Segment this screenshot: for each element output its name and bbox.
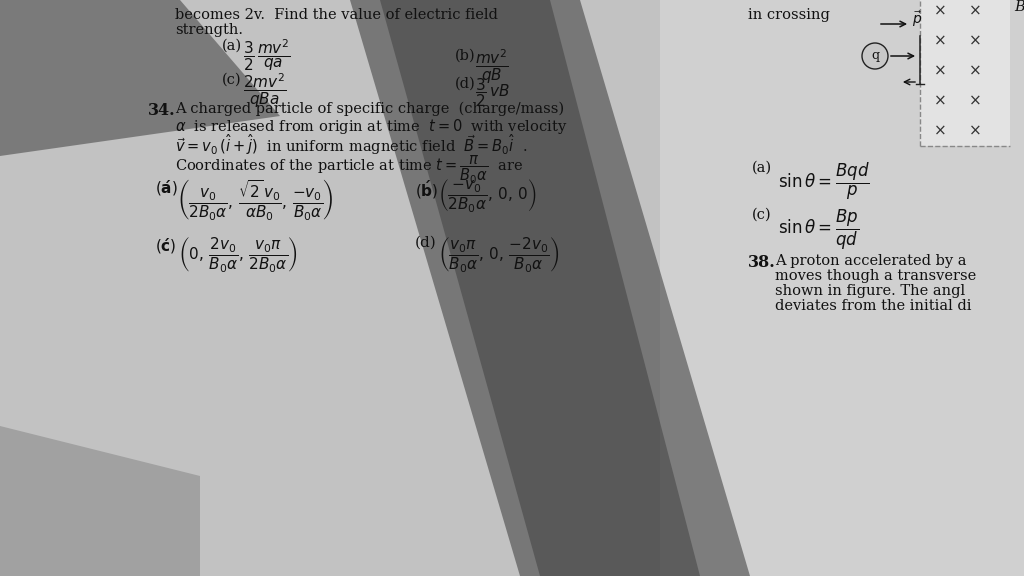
Text: $\dfrac{3}{2}\,\dfrac{mv^2}{qa}$: $\dfrac{3}{2}\,\dfrac{mv^2}{qa}$ — [243, 38, 291, 74]
Text: $(\mathbf{\acute{a}})$: $(\mathbf{\acute{a}})$ — [155, 178, 178, 198]
Text: (a): (a) — [222, 39, 242, 53]
Text: ×: × — [934, 93, 946, 108]
Polygon shape — [660, 0, 1024, 576]
Text: deviates from the initial di: deviates from the initial di — [775, 299, 972, 313]
Text: A proton accelerated by a: A proton accelerated by a — [775, 254, 967, 268]
Text: B: B — [1014, 0, 1024, 14]
Text: moves though a transverse: moves though a transverse — [775, 269, 976, 283]
Text: becomes 2v.  Find the value of electric field: becomes 2v. Find the value of electric f… — [175, 8, 498, 22]
Text: ×: × — [934, 63, 946, 78]
Text: 38.: 38. — [748, 254, 776, 271]
Text: (d): (d) — [455, 77, 476, 91]
Text: (b): (b) — [455, 49, 475, 63]
Text: q: q — [871, 50, 879, 63]
Text: $\dfrac{mv^2}{qB}$: $\dfrac{mv^2}{qB}$ — [475, 48, 509, 86]
Text: (c): (c) — [752, 208, 772, 222]
Polygon shape — [380, 0, 700, 576]
Text: $(\mathbf{\acute{b}})$: $(\mathbf{\acute{b}})$ — [415, 178, 438, 201]
Text: $(\mathbf{\acute{c}})$: $(\mathbf{\acute{c}})$ — [155, 236, 176, 256]
Text: ×: × — [934, 3, 946, 18]
Text: ×: × — [934, 123, 946, 138]
Text: $\vec{p}$: $\vec{p}$ — [912, 9, 923, 29]
Text: ×: × — [969, 3, 981, 18]
Polygon shape — [0, 0, 660, 576]
Text: (d): (d) — [415, 236, 437, 250]
Text: $\alpha$  is released from origin at time  $t=0$  with velocity: $\alpha$ is released from origin at time… — [175, 117, 567, 136]
Text: $\left(\dfrac{v_0}{2B_0\alpha},\,\dfrac{\sqrt{2}\,v_0}{\alpha B_0},\,\dfrac{-v_0: $\left(\dfrac{v_0}{2B_0\alpha},\,\dfrac{… — [178, 178, 334, 223]
Text: $\left(0,\,\dfrac{2v_0}{B_0\alpha},\,\dfrac{v_0\pi}{2B_0\alpha}\right)$: $\left(0,\,\dfrac{2v_0}{B_0\alpha},\,\df… — [178, 236, 298, 275]
Polygon shape — [350, 0, 750, 576]
Text: $\left(\dfrac{-v_0}{2B_0\alpha},\,0,\,0\right)$: $\left(\dfrac{-v_0}{2B_0\alpha},\,0,\,0\… — [438, 178, 537, 215]
Text: ×: × — [969, 63, 981, 78]
Text: (a): (a) — [752, 161, 772, 175]
Text: shown in figure. The angl: shown in figure. The angl — [775, 284, 966, 298]
Text: A charged particle of specific charge  (charge/mass): A charged particle of specific charge (c… — [175, 102, 564, 116]
Text: ×: × — [969, 93, 981, 108]
Text: $\sin\theta=\dfrac{Bqd}{p}$: $\sin\theta=\dfrac{Bqd}{p}$ — [778, 161, 869, 202]
Text: $\vec{v}=v_0\,(\hat{i}+\hat{j})$  in uniform magnetic field  $\vec{B}=B_0\hat{i}: $\vec{v}=v_0\,(\hat{i}+\hat{j})$ in unif… — [175, 132, 527, 157]
Text: Coordinates of the particle at time $t=\dfrac{\pi}{B_0\alpha}$  are: Coordinates of the particle at time $t=\… — [175, 154, 523, 186]
Polygon shape — [0, 426, 200, 576]
Circle shape — [862, 43, 888, 69]
Text: $\dfrac{3}{2}\,vB$: $\dfrac{3}{2}\,vB$ — [475, 76, 510, 109]
Polygon shape — [920, 0, 1010, 146]
Text: strength.: strength. — [175, 23, 243, 37]
Text: ×: × — [969, 123, 981, 138]
Text: 34.: 34. — [148, 102, 176, 119]
Text: ×: × — [969, 33, 981, 48]
Polygon shape — [0, 0, 280, 156]
Text: in crossing: in crossing — [748, 8, 829, 22]
Text: $\dfrac{2mv^2}{qBa}$: $\dfrac{2mv^2}{qBa}$ — [243, 72, 287, 111]
Text: ×: × — [934, 33, 946, 48]
Text: $\sin\theta=\dfrac{Bp}{qd}$: $\sin\theta=\dfrac{Bp}{qd}$ — [778, 208, 859, 252]
Text: (c): (c) — [222, 73, 242, 87]
Text: $\left(\dfrac{v_0\pi}{B_0\alpha},\,0,\,\dfrac{-2v_0}{B_0\alpha}\right)$: $\left(\dfrac{v_0\pi}{B_0\alpha},\,0,\,\… — [438, 236, 559, 275]
